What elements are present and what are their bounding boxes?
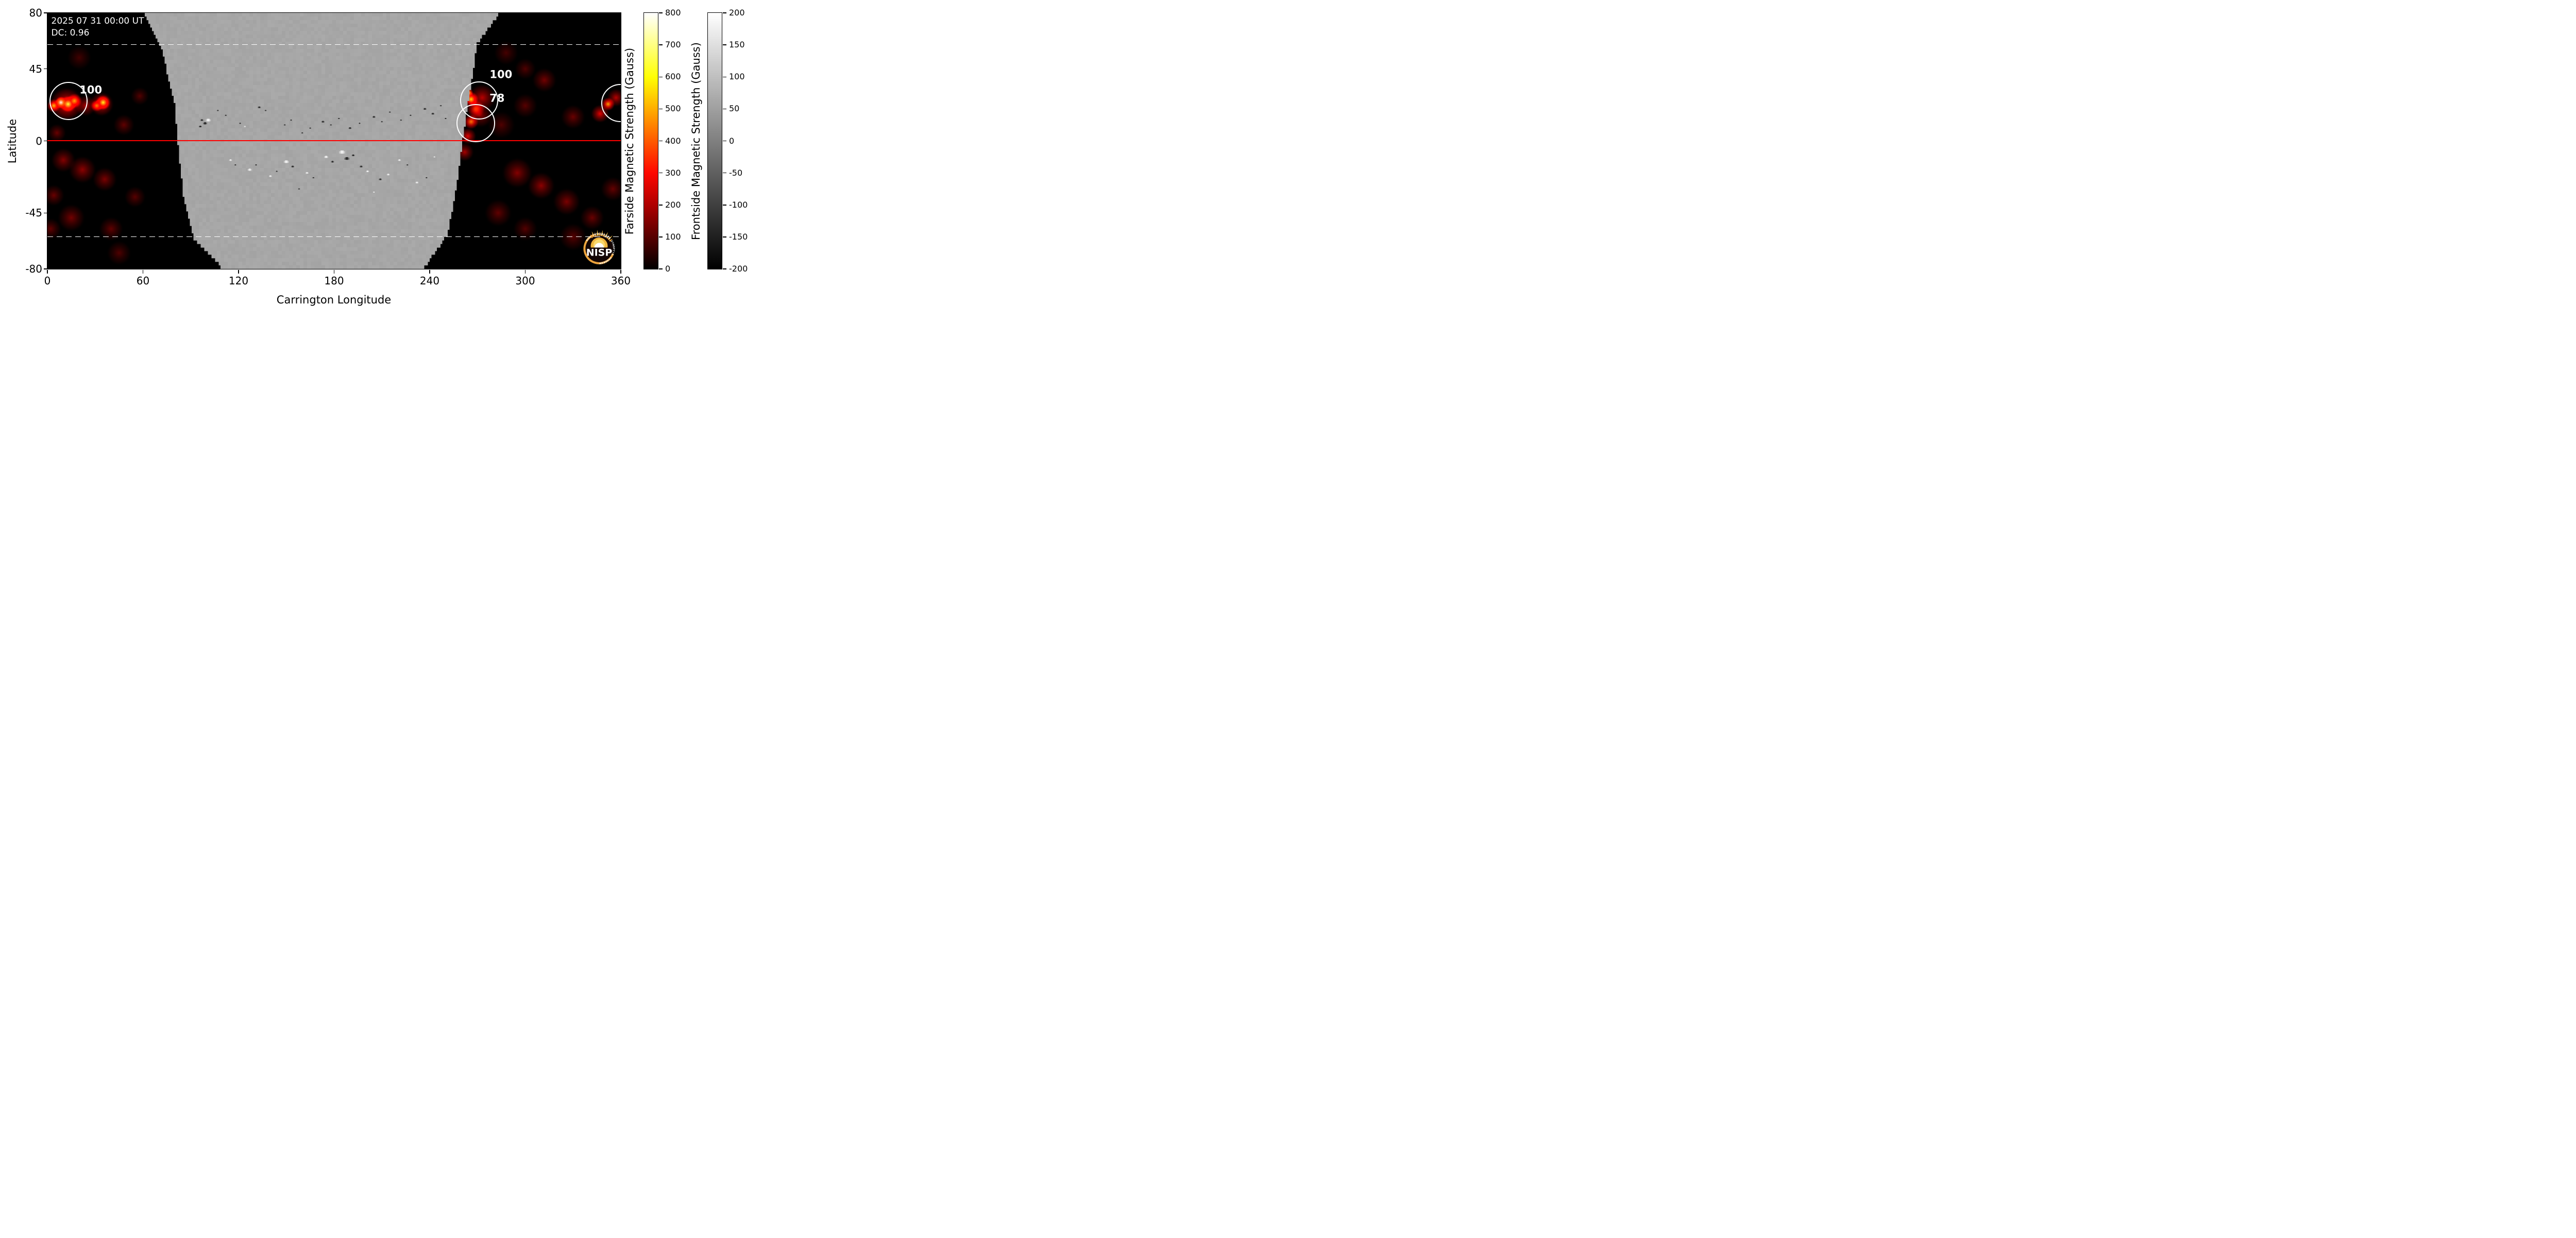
x-tick-label: 60 <box>136 275 150 287</box>
colorbar-tick-label: 50 <box>729 104 740 114</box>
frontside-colorbar <box>707 12 722 269</box>
colorbar-tick-label: 200 <box>729 8 745 18</box>
frontside-colorbar-title: Frontside Magnetic Strength (Gauss) <box>690 42 702 240</box>
colorbar-tick-label: 800 <box>665 8 681 18</box>
y-tick-mark <box>43 140 47 142</box>
y-tick-label: 0 <box>36 134 42 147</box>
x-tick-label: 0 <box>44 275 51 287</box>
colorbar-tick-label: 700 <box>665 40 681 50</box>
x-tick-label: 120 <box>228 275 249 287</box>
colorbar-tick-label: 200 <box>665 199 681 210</box>
farside-colorbar <box>643 12 658 269</box>
x-tick-label: 180 <box>324 275 344 287</box>
x-axis-title: Carrington Longitude <box>276 294 392 306</box>
colorbar-tick-mark <box>659 44 663 45</box>
y-tick-mark <box>43 12 47 13</box>
y-tick-label: -45 <box>25 207 42 219</box>
y-tick-mark <box>43 212 47 214</box>
plot-area: 100 100 78 2025 07 31 00:00 UT DC: 0.96 <box>46 12 621 269</box>
colorbar-tick-mark <box>723 108 726 110</box>
y-tick-label: 80 <box>29 7 42 19</box>
x-tick-mark <box>333 269 335 274</box>
y-tick-label: -80 <box>25 263 42 275</box>
y-tick-mark <box>43 68 47 70</box>
colorbar-tick-mark <box>723 205 726 206</box>
y-axis-title: Latitude <box>6 118 19 163</box>
x-tick-label: 240 <box>419 275 440 287</box>
colorbar-tick-label: 100 <box>665 231 681 242</box>
colorbar-tick-label: 500 <box>665 104 681 114</box>
colorbar-tick-mark <box>723 172 726 174</box>
colorbar-tick-mark <box>659 172 663 174</box>
colorbar-tick-label: 600 <box>665 72 681 82</box>
colorbar-tick-mark <box>659 76 663 77</box>
x-tick-mark <box>47 269 48 274</box>
colorbar-tick-mark <box>723 236 726 238</box>
colorbar-tick-label: 100 <box>729 72 745 82</box>
colorbar-tick-label: 400 <box>665 135 681 146</box>
colorbar-tick-label: -200 <box>729 264 748 274</box>
colorbar-tick-mark <box>659 205 663 206</box>
colorbar-tick-label: 150 <box>729 40 745 50</box>
x-tick-mark <box>429 269 430 274</box>
colorbar-tick-label: 0 <box>665 264 671 274</box>
colorbar-tick-mark <box>723 140 726 142</box>
colorbar-tick-mark <box>723 44 726 45</box>
colorbar-tick-mark <box>723 12 726 13</box>
x-tick-mark <box>524 269 526 274</box>
magnetogram-canvas <box>47 12 621 269</box>
x-tick-label: 300 <box>515 275 535 287</box>
colorbar-tick-mark <box>723 76 726 77</box>
farside-frontside-magnetogram-figure: 100 100 78 2025 07 31 00:00 UT DC: 0.96 0 60… <box>0 0 752 310</box>
colorbar-tick-mark <box>723 268 726 269</box>
colorbar-tick-mark <box>659 236 663 238</box>
colorbar-tick-mark <box>659 108 663 110</box>
colorbar-tick-mark <box>659 268 663 269</box>
x-tick-label: 360 <box>611 275 631 287</box>
x-tick-mark <box>142 269 144 274</box>
colorbar-tick-label: 0 <box>729 135 735 146</box>
farside-colorbar-title: Farside Magnetic Strength (Gauss) <box>623 47 636 234</box>
colorbar-tick-mark <box>659 140 663 142</box>
colorbar-tick-label: -50 <box>729 167 743 178</box>
colorbar-tick-label: -150 <box>729 231 748 242</box>
x-tick-mark <box>238 269 239 274</box>
y-tick-mark <box>43 268 47 269</box>
y-tick-label: 45 <box>29 62 42 75</box>
x-tick-mark <box>620 269 621 274</box>
colorbar-tick-label: -100 <box>729 199 748 210</box>
colorbar-tick-mark <box>659 12 663 13</box>
colorbar-tick-label: 300 <box>665 167 681 178</box>
